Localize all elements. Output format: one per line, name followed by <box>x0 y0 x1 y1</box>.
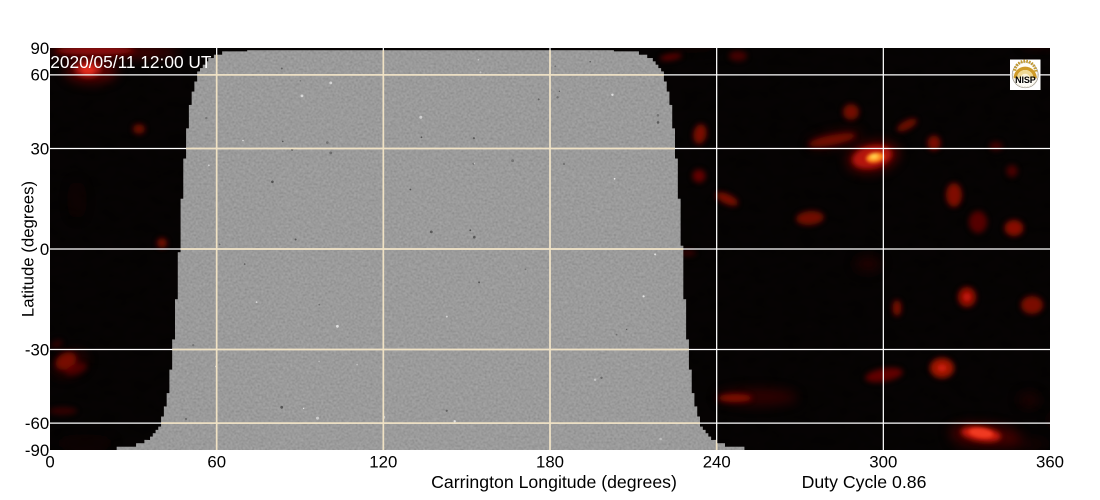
svg-text:-60: -60 <box>25 414 49 433</box>
svg-text:90: 90 <box>31 39 50 58</box>
svg-text:60: 60 <box>207 453 226 472</box>
svg-text:Carrington Longitude (degrees): Carrington Longitude (degrees) <box>431 472 677 492</box>
svg-text:-30: -30 <box>25 340 49 359</box>
svg-text:-90: -90 <box>25 441 49 460</box>
svg-text:0: 0 <box>45 453 54 472</box>
svg-text:0: 0 <box>40 240 49 259</box>
svg-text:120: 120 <box>369 453 397 472</box>
svg-text:Latitude (degrees): Latitude (degrees) <box>19 181 38 317</box>
svg-text:360: 360 <box>1036 453 1064 472</box>
svg-text:180: 180 <box>536 453 564 472</box>
svg-text:2020/05/11 12:00 UT: 2020/05/11 12:00 UT <box>50 52 212 72</box>
svg-text:NISP: NISP <box>1015 75 1036 85</box>
svg-text:300: 300 <box>869 453 897 472</box>
svg-text:60: 60 <box>31 66 50 85</box>
svg-text:Duty Cycle 0.86: Duty Cycle 0.86 <box>802 472 927 492</box>
svg-text:30: 30 <box>31 139 50 158</box>
svg-text:240: 240 <box>703 453 731 472</box>
